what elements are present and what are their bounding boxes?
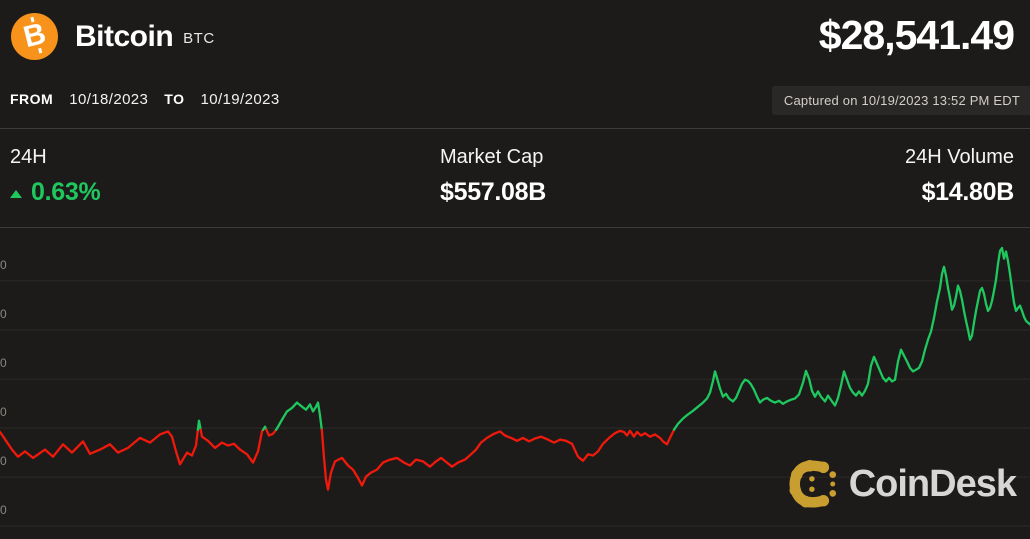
price-line-segment-green [274,401,323,431]
header-divider [0,128,1030,129]
y-axis-label: 0 [0,258,7,272]
price-line-segment-red [320,428,676,491]
bitcoin-logo-icon: B [11,13,58,60]
bitcoin-b-glyph: B [19,16,49,54]
change-percent: 0.63% [31,178,101,206]
coin-symbol: BTC [183,29,215,47]
price-line-segment-red [199,428,265,464]
price-line-segment-green [672,246,1030,431]
price-chart: 0 0 0 0 0 0 [0,246,1030,527]
captured-timestamp-badge: Captured on 10/19/2023 13:52 PM EDT [771,86,1030,115]
price-line-segment-red [265,428,278,437]
price-line-segment-red [0,428,200,466]
btc-glyph-serif [30,16,35,22]
date-range: FROM 10/18/2023 TO 10/19/2023 [10,91,280,108]
price-line-segment-green [196,419,202,431]
coindesk-branding: CoinDesk [788,459,1017,509]
from-date: 10/18/2023 [69,91,149,108]
from-label: FROM [10,91,54,107]
y-axis-label: 0 [0,405,7,419]
change-label: 24H [10,146,47,168]
y-axis-label: 0 [0,356,7,370]
stats-row: 24H 0.63% Market Cap $557.08B 24H Volume… [0,129,1030,227]
to-date: 10/19/2023 [200,91,280,108]
up-arrow-icon [10,190,22,198]
coindesk-wordmark: CoinDesk [848,462,1017,505]
to-label: TO [164,91,185,107]
coindesk-logo-icon [789,460,836,508]
y-axis-label: 0 [0,503,7,517]
coin-name: Bitcoin [75,19,174,53]
market-cap-value: $557.08B [440,178,547,206]
change-value: 0.63% [10,178,101,207]
y-axis-label: 0 [0,454,7,468]
y-axis-label: 0 [0,307,7,321]
stat-24h-volume: 24H Volume $14.80B [905,146,1014,227]
volume-value: $14.80B [921,178,1015,206]
market-cap-label: Market Cap [440,146,544,168]
btc-glyph-serif [37,47,42,53]
stat-24h-change: 24H 0.63% [10,146,101,227]
volume-label: 24H Volume [905,146,1014,168]
stats-divider [0,227,1030,228]
coin-header: B Bitcoin BTC [11,13,215,60]
chart-area: 0 0 0 0 0 0 [0,228,1030,539]
stat-market-cap: Market Cap $557.08B [440,146,546,207]
current-price: $28,541.49 [818,12,1015,58]
